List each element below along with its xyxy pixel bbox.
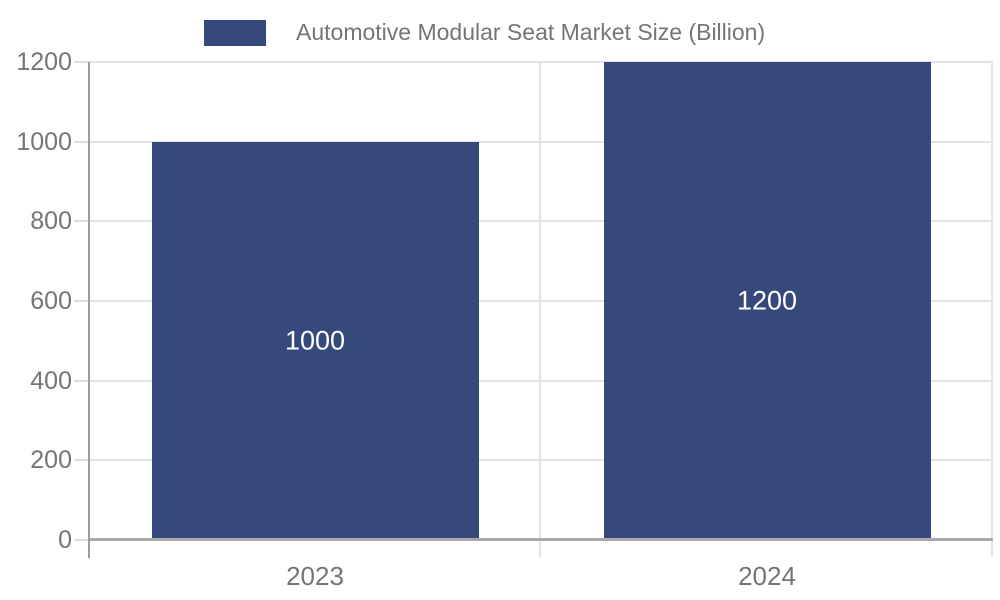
- y-tick: [74, 220, 89, 223]
- y-axis-line: [88, 62, 90, 558]
- bar-2023: 1000: [151, 141, 479, 540]
- plot-area: 0 200 400 600 800 1000 1200 1000 2023 1200 2024: [16, 48, 993, 591]
- y-gridline: [89, 140, 993, 143]
- y-tick-label: 200: [30, 446, 72, 475]
- legend: Automotive Modular Seat Market Size (Bil…: [204, 19, 765, 46]
- y-tick: [74, 379, 89, 382]
- y-tick-label: 800: [30, 207, 72, 236]
- x-gridline: [539, 62, 541, 557]
- x-tick-label: 2023: [286, 561, 344, 591]
- legend-swatch: [204, 19, 266, 46]
- y-tick-label: 0: [58, 526, 72, 554]
- y-gridline: [89, 220, 993, 223]
- x-tick-label: 2024: [738, 561, 796, 591]
- y-gridline: [89, 379, 993, 382]
- x-axis-line: [89, 538, 993, 541]
- y-gridline: [89, 61, 993, 63]
- bar-value-label: 1000: [284, 325, 346, 356]
- y-tick-label: 1200: [16, 48, 72, 76]
- bar-2024: 1200: [603, 62, 931, 540]
- x-gridline: [991, 62, 993, 557]
- y-tick-label: 400: [30, 366, 72, 395]
- y-tick: [74, 539, 89, 541]
- y-tick: [74, 300, 89, 302]
- y-gridline: [89, 300, 993, 302]
- bar-value-label: 1200: [736, 285, 798, 316]
- y-tick: [74, 140, 89, 143]
- y-tick: [74, 459, 89, 462]
- y-tick-label: 1000: [16, 127, 72, 156]
- y-gridline: [89, 459, 993, 462]
- legend-label: Automotive Modular Seat Market Size (Bil…: [296, 19, 766, 45]
- y-tick: [74, 61, 89, 63]
- y-tick-label: 600: [30, 287, 72, 315]
